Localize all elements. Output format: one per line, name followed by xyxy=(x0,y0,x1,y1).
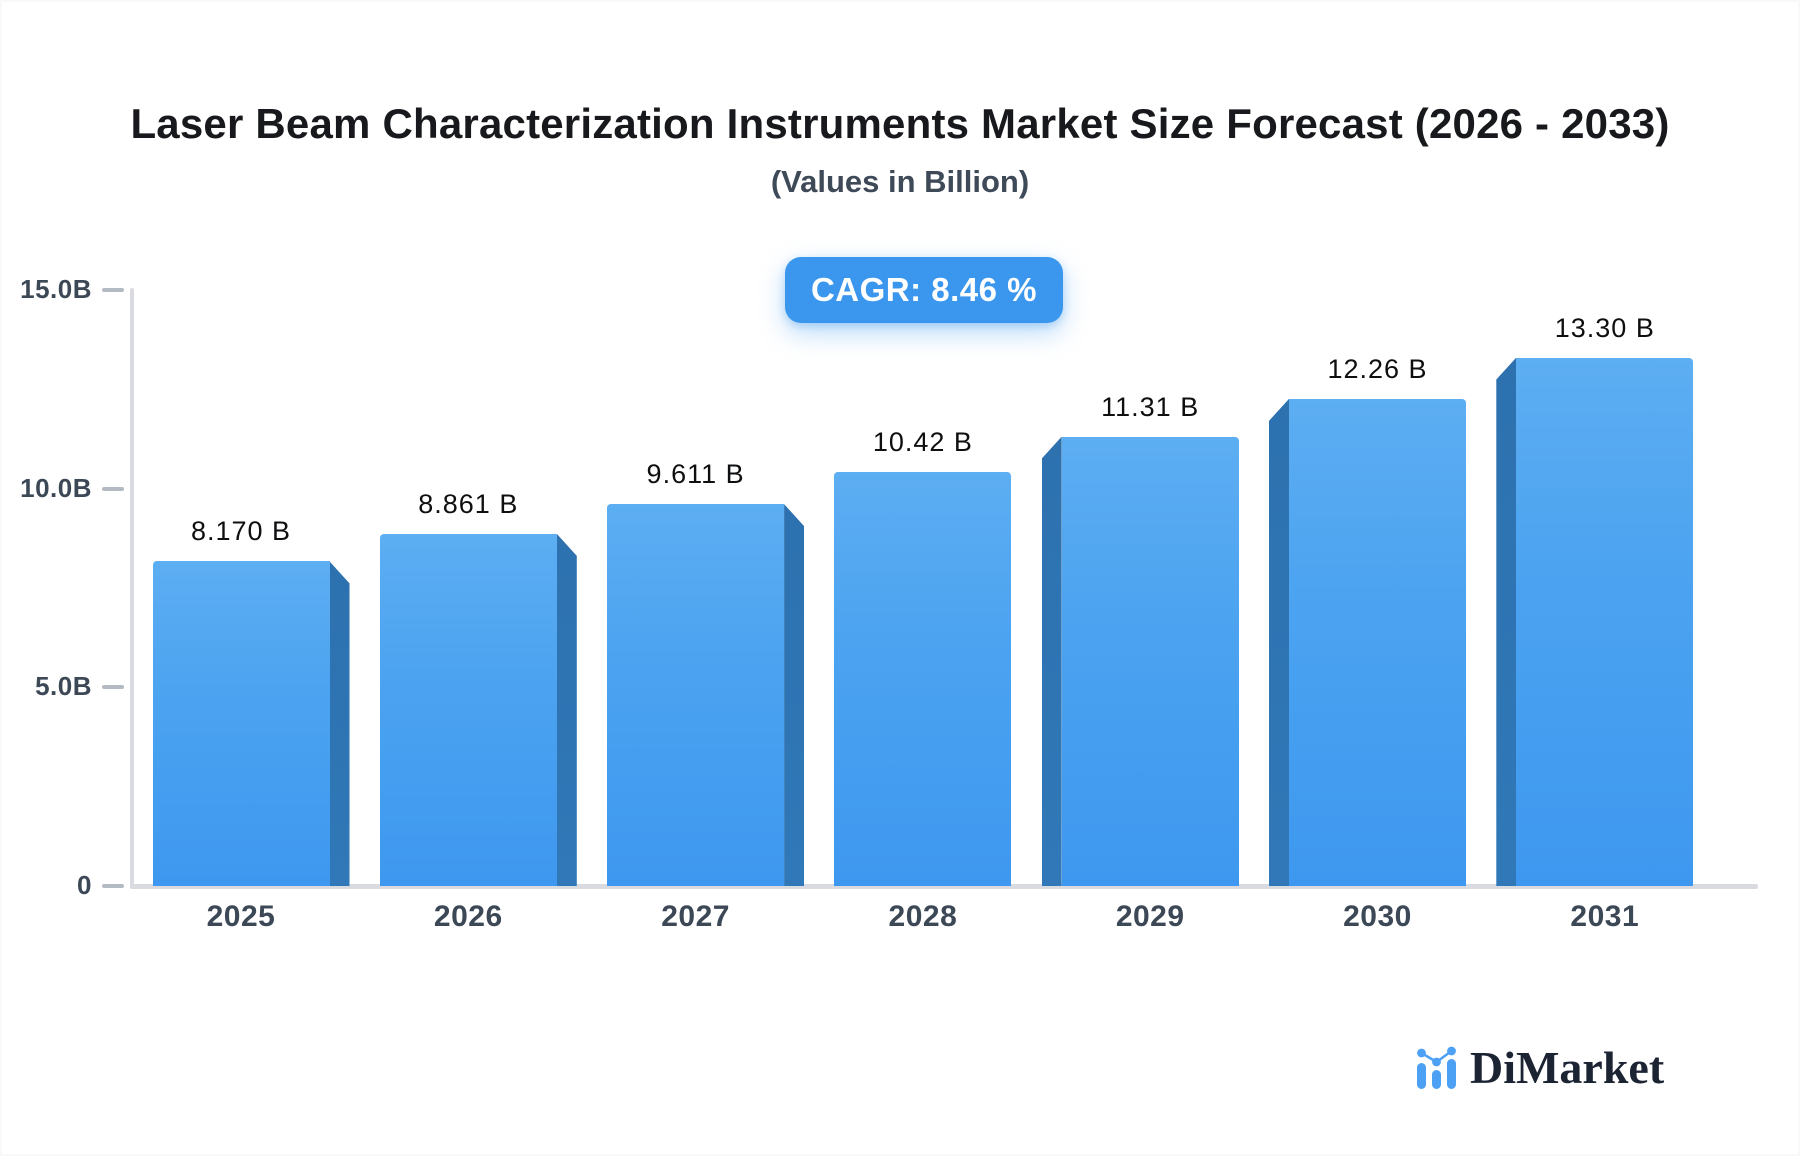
bar-value-label: 13.30 B xyxy=(1554,312,1655,343)
page-title: Laser Beam Characterization Instruments … xyxy=(130,100,1670,147)
dimarket-logo-text: DiMarket xyxy=(1470,1042,1665,1093)
bar-side-face xyxy=(1496,357,1517,886)
dimarket-logo: DiMarket xyxy=(1414,1040,1664,1096)
x-axis-label: 2031 xyxy=(1570,900,1640,933)
bar-value-label: 12.26 B xyxy=(1327,353,1428,384)
x-axis-label: 2026 xyxy=(433,900,503,933)
y-axis-tick-mark xyxy=(102,288,124,292)
x-axis-label: 2027 xyxy=(661,900,730,933)
bar-2025 xyxy=(152,561,330,886)
y-axis-tick-label: 15.0B xyxy=(20,274,92,304)
bar-side-face xyxy=(1041,436,1062,886)
bar-2031 xyxy=(1516,357,1694,886)
bar-side-face xyxy=(329,561,350,886)
bar-side-face xyxy=(1269,398,1289,886)
cagr-badge-label: CAGR: 8.46 % xyxy=(810,271,1038,308)
bar-value-label: 9.611 B xyxy=(646,459,745,490)
y-axis-tick-mark xyxy=(102,884,124,888)
page-subtitle: (Values in Billion) xyxy=(770,164,1030,199)
y-axis-tick-label: 0 xyxy=(77,870,92,900)
x-axis-label: 2025 xyxy=(206,900,276,933)
y-axis-tick-mark xyxy=(102,685,124,690)
bar-2027 xyxy=(607,504,785,886)
bar-2030 xyxy=(1289,398,1466,886)
x-axis-label: 2030 xyxy=(1343,900,1412,933)
bar-value-label: 8.861 B xyxy=(418,488,519,519)
x-axis-label: 2028 xyxy=(888,900,958,933)
cagr-badge: CAGR: 8.46 % xyxy=(785,257,1063,323)
y-axis-tick-label: 5.0B xyxy=(35,671,92,702)
y-axis-tick-label: 10.0B xyxy=(20,472,92,503)
y-axis-tick-mark xyxy=(102,486,124,491)
bar-value-label: 11.31 B xyxy=(1101,391,1200,422)
bar-side-face xyxy=(556,533,577,886)
x-axis-label: 2029 xyxy=(1115,900,1185,933)
y-axis-line xyxy=(130,288,134,888)
bar-2029 xyxy=(1061,436,1239,886)
bar-2026 xyxy=(379,533,557,886)
bar-value-label: 8.170 B xyxy=(190,516,292,547)
bar-value-label: 10.42 B xyxy=(872,426,973,457)
bar-line-chart-icon xyxy=(1417,1046,1456,1089)
bar-2028 xyxy=(834,471,1012,886)
x-axis-baseline xyxy=(130,884,1758,889)
bar-side-face xyxy=(784,504,805,886)
